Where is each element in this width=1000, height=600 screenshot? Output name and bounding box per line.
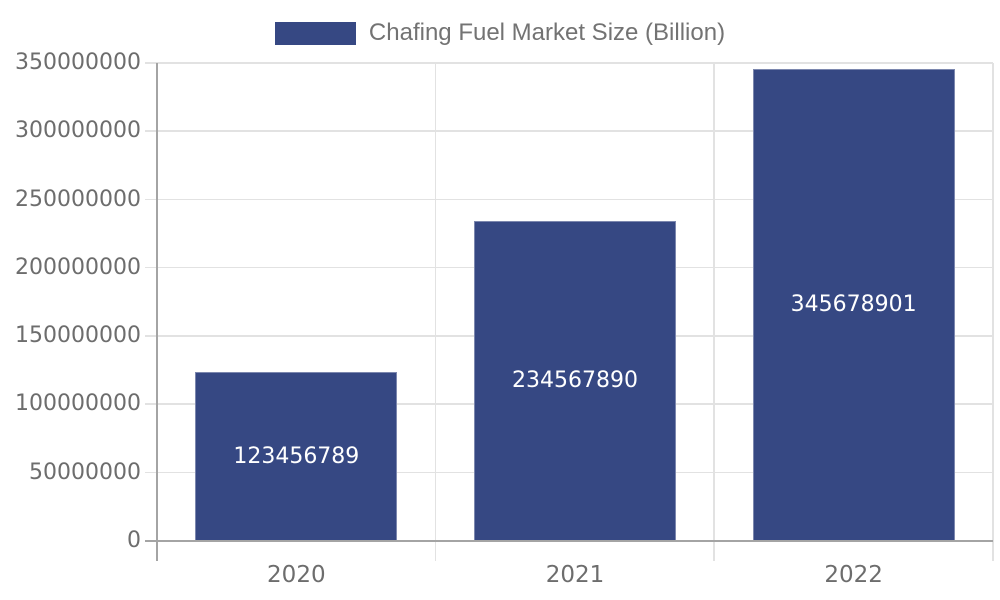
legend-label: Chafing Fuel Market Size (Billion): [368, 19, 726, 46]
category-boundary-gridline: [713, 63, 715, 561]
legend-swatch: [274, 21, 356, 45]
legend: Chafing Fuel Market Size (Billion): [0, 19, 1000, 46]
y-tick-label: 350000000: [15, 50, 141, 75]
y-gridline: [145, 198, 993, 201]
y-tick-label: 50000000: [29, 459, 141, 485]
x-axis-line: [145, 540, 993, 542]
bar-value-label: 123456789: [233, 443, 360, 469]
y-tick-label: 300000000: [15, 118, 141, 144]
x-tick-label: 2020: [267, 562, 326, 588]
y-axis-line: [156, 63, 158, 561]
y-tick-label: 200000000: [15, 254, 141, 280]
bar: 123456789: [195, 372, 398, 541]
bar: 234567890: [474, 220, 676, 541]
x-tick-label: 2021: [545, 562, 605, 588]
plot-area: 0 50000000 100000000 150000000 200000000 2500…: [15, 52, 994, 587]
x-tick-label: 2022: [824, 562, 883, 588]
category-boundary-gridline: [434, 63, 437, 561]
y-tick-label: 100000000: [15, 391, 141, 417]
y-gridline: [145, 62, 993, 64]
y-tick-label: 250000000: [15, 186, 141, 212]
y-gridline: [145, 130, 993, 132]
category-boundary-gridline: [992, 63, 994, 561]
bar: 345678901: [752, 68, 955, 541]
bar-value-label: 234567890: [512, 367, 638, 393]
y-tick-label: 150000000: [15, 323, 141, 349]
bar-value-label: 345678901: [790, 291, 917, 317]
y-tick-label: 0: [127, 528, 141, 553]
